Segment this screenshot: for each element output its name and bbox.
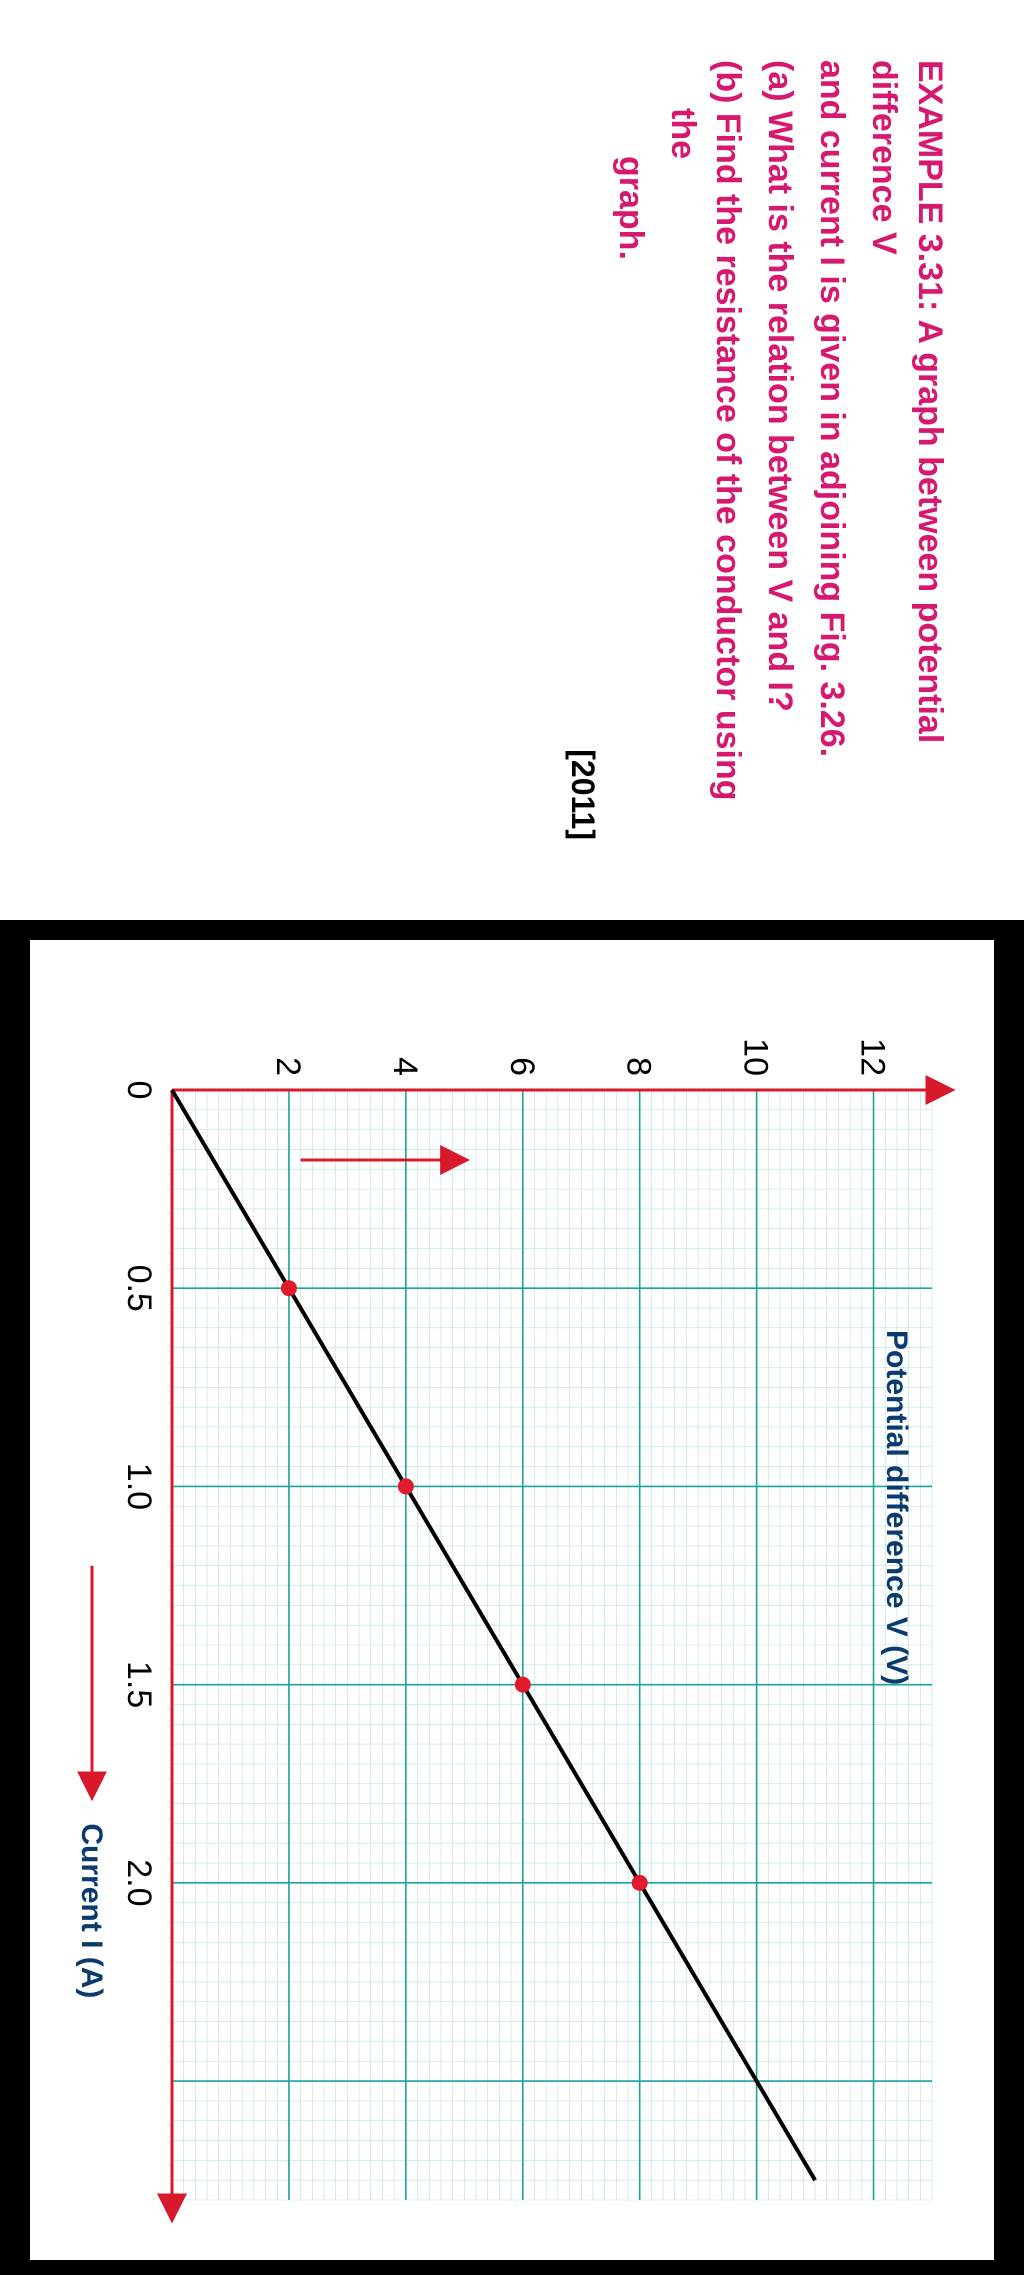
y-tick-label: 8 (620, 1057, 658, 1076)
example-label: EXAMPLE 3.31: (911, 60, 949, 311)
question-part-b-line2: graph. (607, 60, 653, 860)
y-tick-label: 10 (737, 1038, 775, 1076)
y-axis-label-text: Potential difference V (V) (880, 1330, 913, 1685)
y-tick-label: 2 (269, 1057, 307, 1076)
question-year: [2011] (564, 60, 601, 860)
grid-minor (172, 1090, 932, 2200)
x-tick-label: 1.0 (120, 1463, 158, 1510)
data-point (281, 1280, 297, 1296)
y-tick-label: 12 (854, 1038, 892, 1076)
question-part-a: (a) What is the relation between V and I… (756, 60, 802, 860)
question-stem-line1: EXAMPLE 3.31: A graph between potential … (860, 60, 952, 860)
chart-area: Potential difference V (V) Current I (A) 2… (52, 960, 972, 2240)
data-point (515, 1677, 531, 1693)
y-tick-label: 4 (386, 1057, 424, 1076)
vi-line (172, 1090, 815, 2180)
x-tick-label: 2.0 (120, 1859, 158, 1906)
question-part-b-line1: (b) Find the resistance of the conductor… (659, 60, 751, 860)
chart-panel: Potential difference V (V) Current I (A) 2… (30, 940, 994, 2260)
x-axis-label-text: Current I (A) (75, 1823, 108, 1998)
data-point (632, 1875, 648, 1891)
question-text-block: EXAMPLE 3.31: A graph between potential … (32, 20, 992, 900)
x-tick-label: 0.5 (120, 1265, 158, 1312)
page-root: EXAMPLE 3.31: A graph between potential … (0, 0, 1024, 2275)
question-stem-line2: and current I is given in adjoining Fig.… (808, 60, 854, 860)
question-panel: EXAMPLE 3.31: A graph between potential … (0, 0, 1024, 920)
y-tick-label: 6 (503, 1057, 541, 1076)
data-point (398, 1478, 414, 1494)
vi-chart-svg: Potential difference V (V) Current I (A) 2… (52, 960, 972, 2240)
vi-chart: Potential difference V (V) Current I (A) 2… (52, 960, 972, 2240)
x-tick-label: 1.5 (120, 1661, 158, 1708)
x-tick-label: 0 (120, 1081, 158, 1100)
